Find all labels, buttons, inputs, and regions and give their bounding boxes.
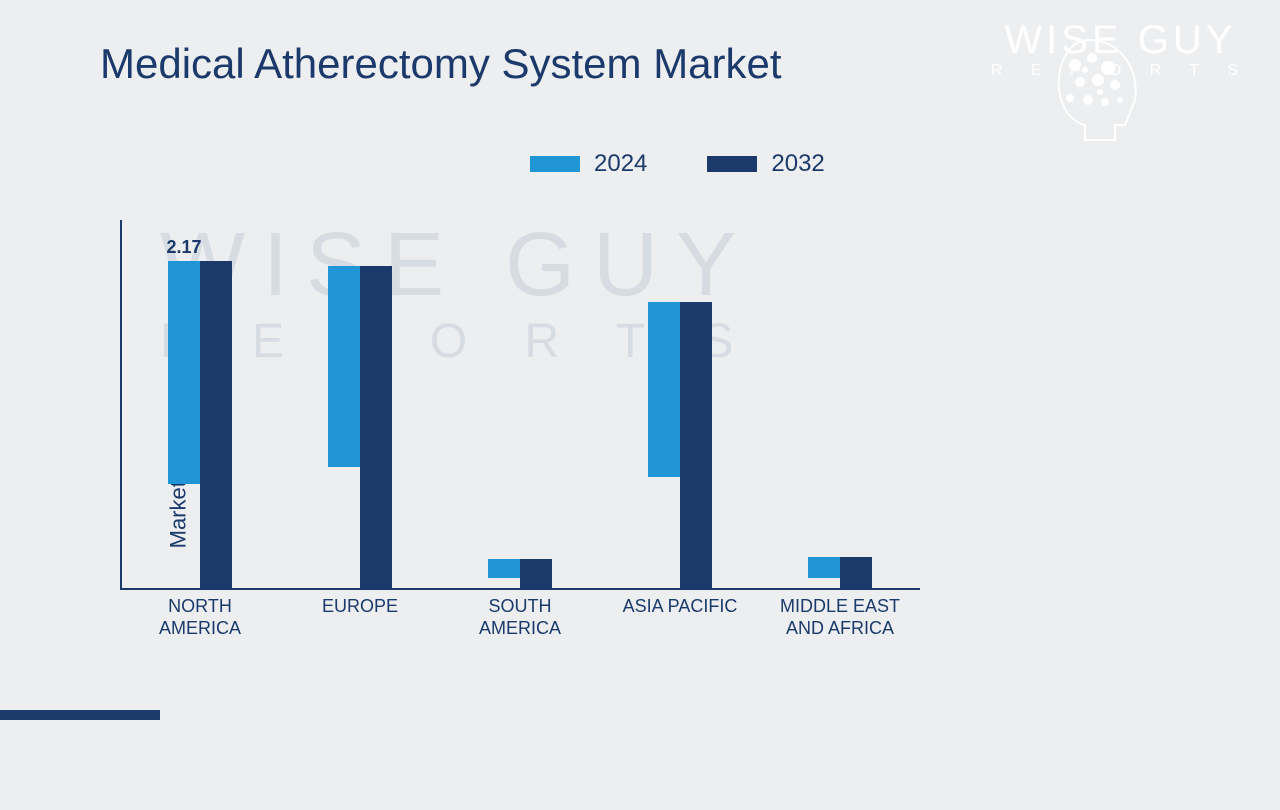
bar-2024 — [808, 557, 840, 578]
category-label: ASIA PACIFIC — [610, 596, 750, 618]
bar-group — [300, 266, 420, 590]
y-axis-line — [120, 220, 122, 590]
bar-group — [780, 557, 900, 590]
bar-group — [620, 302, 740, 590]
logo-head-icon — [1030, 30, 1150, 150]
legend: 2024 2032 — [530, 150, 825, 178]
legend-item-2024: 2024 — [530, 150, 647, 178]
bottom-accent-bar — [0, 710, 160, 720]
bar-group: 2.17 — [140, 261, 260, 590]
bar-2024 — [488, 559, 520, 578]
chart-area: Market Size in USD Billion 2.17 NORTH AM… — [100, 180, 920, 660]
bar-2032 — [840, 557, 872, 590]
legend-swatch-2024 — [530, 156, 580, 172]
legend-swatch-2032 — [707, 156, 757, 172]
legend-item-2032: 2032 — [707, 150, 824, 178]
bar-2032 — [360, 266, 392, 590]
legend-label-2024: 2024 — [594, 150, 647, 178]
category-label: MIDDLE EAST AND AFRICA — [770, 596, 910, 639]
bar-2024 — [648, 302, 680, 477]
bar-2032 — [680, 302, 712, 590]
bar-value-label: 2.17 — [166, 237, 201, 258]
bar-2024: 2.17 — [168, 261, 200, 484]
legend-label-2032: 2032 — [771, 150, 824, 178]
bar-group — [460, 559, 580, 590]
x-labels: NORTH AMERICA EUROPE SOUTH AMERICA ASIA PAC… — [120, 590, 920, 690]
plot: 2.17 — [120, 220, 920, 590]
bar-2032 — [200, 261, 232, 590]
chart-title: Medical Atherectomy System Market — [100, 40, 782, 88]
category-label: EUROPE — [290, 596, 430, 618]
bar-2024 — [328, 266, 360, 466]
bar-2032 — [520, 559, 552, 590]
category-label: NORTH AMERICA — [130, 596, 270, 639]
category-label: SOUTH AMERICA — [450, 596, 590, 639]
